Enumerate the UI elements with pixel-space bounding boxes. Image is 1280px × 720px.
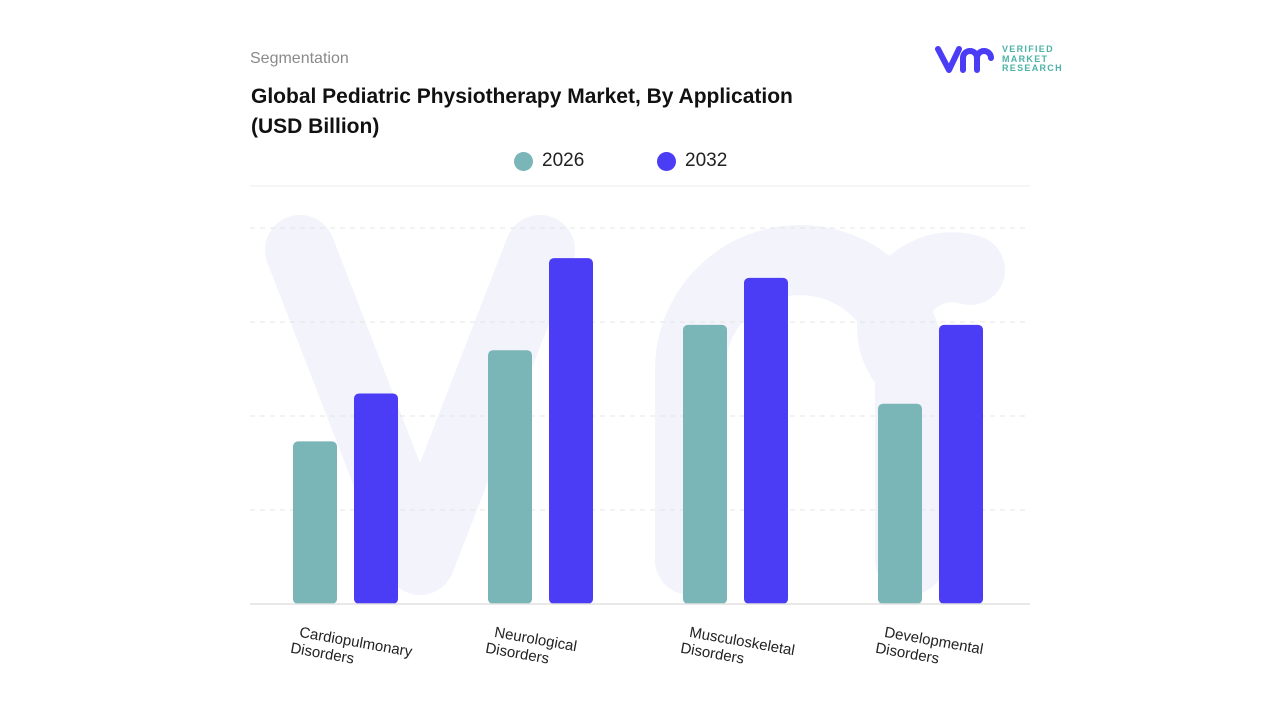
logo-line-1: VERIFIED xyxy=(1002,44,1054,54)
title-line-2: (USD Billion) xyxy=(251,115,380,138)
vmr-logo-icon xyxy=(935,46,994,73)
bar-2026-1 xyxy=(293,441,337,604)
legend-label-2032: 2032 xyxy=(685,150,728,171)
bar-2026-3 xyxy=(683,324,727,604)
legend-swatch-2032 xyxy=(657,151,676,171)
watermark-logo xyxy=(655,225,1005,595)
bar-2032-4 xyxy=(939,324,983,604)
chart-title: Global Pediatric Physiotherapy Market, B… xyxy=(251,82,871,142)
bar-2032-1 xyxy=(354,393,398,604)
logo-text: VERIFIED MARKET RESEARCH xyxy=(1002,44,1063,74)
legend-label-2026: 2026 xyxy=(542,150,585,171)
bar-2026-4 xyxy=(878,403,922,604)
bar-2032-3 xyxy=(744,277,788,604)
legend-swatch-2026 xyxy=(514,151,533,171)
logo-line-3: RESEARCH xyxy=(1002,63,1063,73)
bar-2032-2 xyxy=(549,258,593,604)
legend-item-2032: 2032 xyxy=(657,150,727,172)
bar-2026-2 xyxy=(488,350,532,604)
title-line-1: Global Pediatric Physiotherapy Market, B… xyxy=(251,85,793,108)
logo-line-2: MARKET xyxy=(1002,53,1049,64)
legend-item-2026: 2026 xyxy=(514,150,584,172)
segment-label: Segmentation xyxy=(250,50,349,67)
